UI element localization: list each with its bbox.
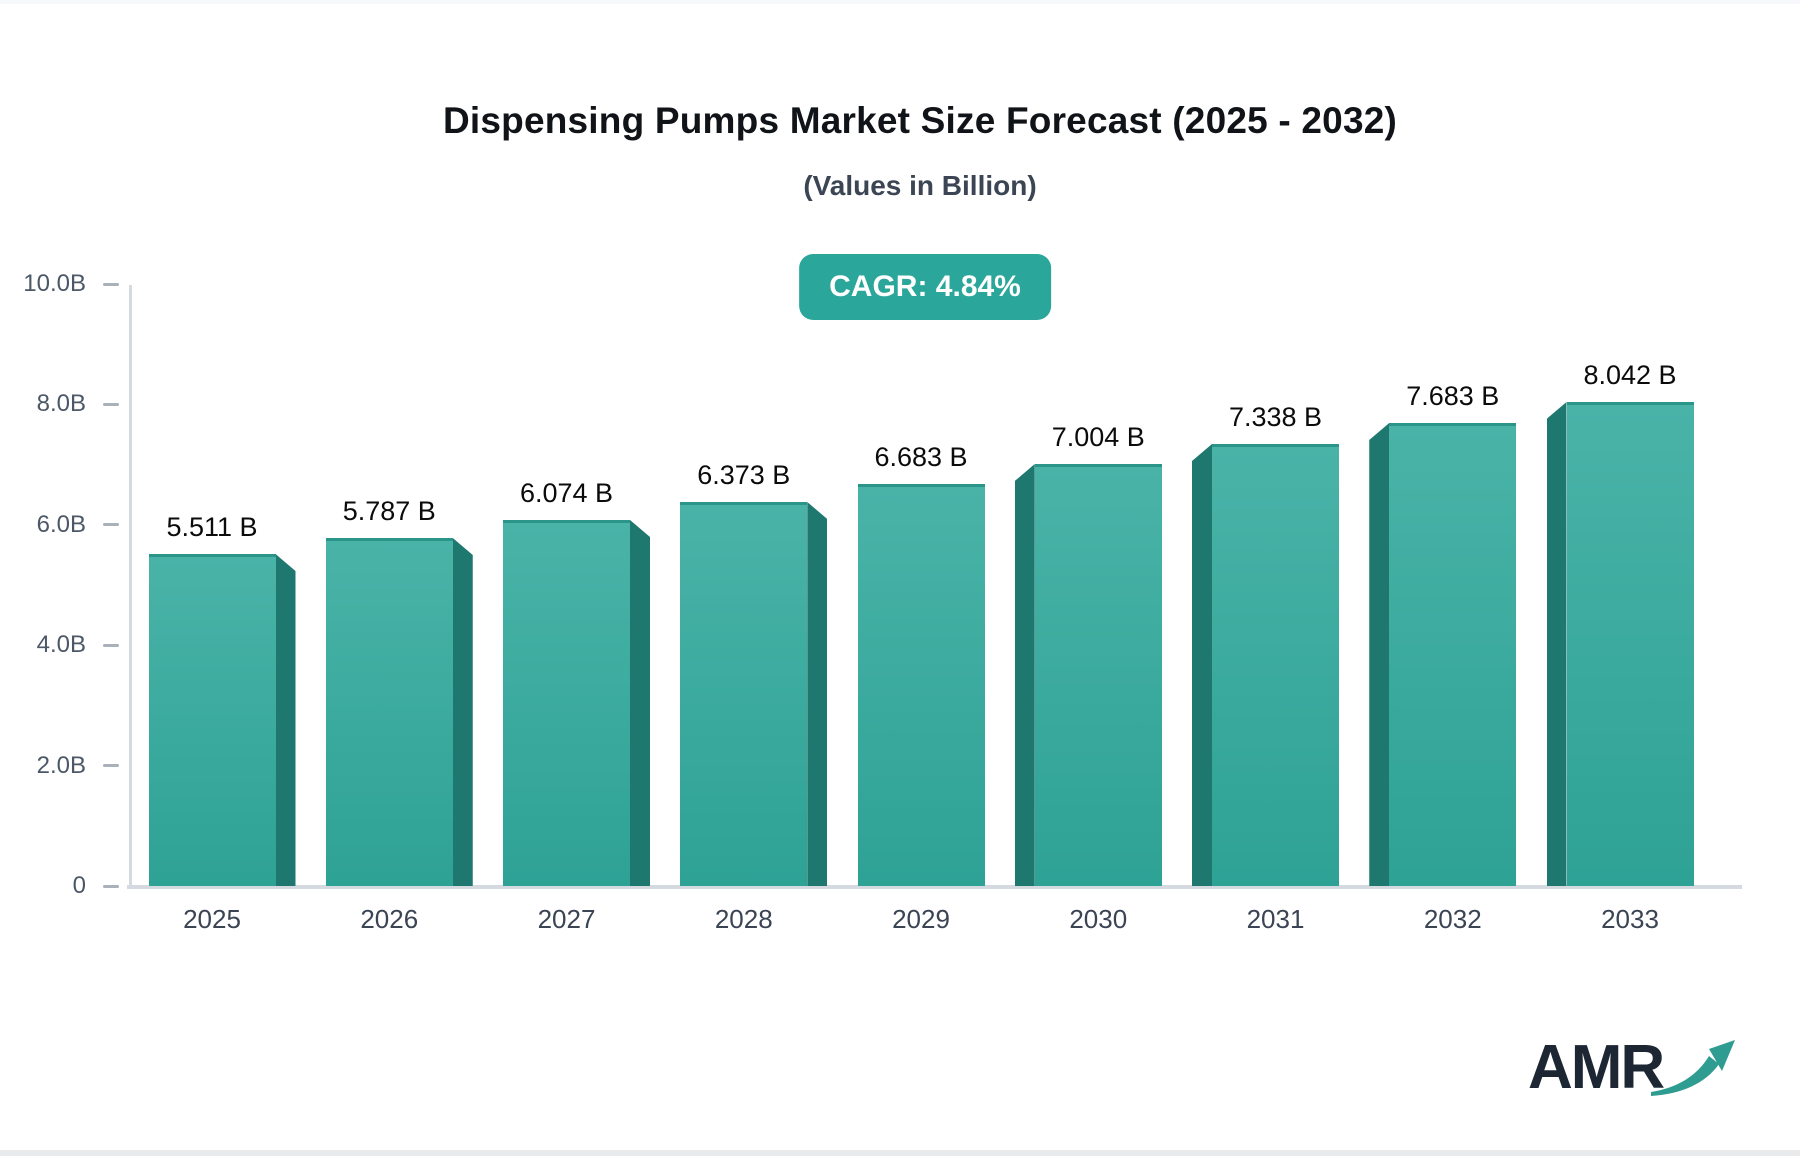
bar-side-face	[1014, 464, 1035, 886]
bar-2031	[1212, 444, 1339, 886]
bar-2025	[148, 554, 276, 886]
chart-title: Dispensing Pumps Market Size Forecast (2…	[442, 100, 1398, 141]
growth-arrow-icon	[1651, 1040, 1736, 1096]
y-axis-tick	[103, 523, 119, 527]
bar-side-face	[452, 538, 473, 886]
y-axis-tick	[103, 282, 119, 286]
y-axis-tick-label: 10.0B	[23, 270, 86, 297]
bar-side-face	[630, 520, 650, 886]
bar-value-label: 7.004 B	[1051, 422, 1145, 452]
x-axis-label: 2028	[714, 904, 773, 934]
bar-2030	[1034, 464, 1162, 886]
x-axis-label: 2032	[1423, 904, 1482, 934]
bar-2032	[1389, 423, 1517, 886]
bar-value-label: 6.683 B	[874, 442, 968, 472]
x-axis-label: 2030	[1069, 904, 1128, 934]
chart-subtitle: (Values in Billion)	[803, 170, 1037, 201]
bar-2033	[1566, 402, 1694, 886]
y-axis-tick	[103, 884, 119, 888]
bar-side-face	[1192, 444, 1212, 886]
bar-2029	[857, 484, 985, 886]
bar-2027	[503, 520, 630, 886]
y-axis-tick	[103, 764, 119, 768]
amr-logo-text: AMR	[1528, 1033, 1665, 1102]
bar-side-face	[275, 554, 296, 886]
y-axis-tick-label: 8.0B	[36, 390, 86, 418]
y-axis-tick-label: 2.0B	[36, 751, 86, 779]
bar-2028	[680, 502, 808, 886]
bar-value-label: 6.074 B	[519, 478, 614, 508]
x-axis-label: 2026	[360, 904, 419, 934]
bar-value-label: 5.787 B	[342, 496, 436, 526]
bottom-edge-divider	[0, 1150, 1800, 1156]
y-axis-line	[129, 285, 132, 888]
y-axis-tick	[103, 643, 119, 647]
x-axis-baseline	[127, 885, 1742, 889]
bar-side-face	[807, 502, 828, 886]
bar-side-face	[1546, 402, 1567, 886]
amr-logo: AMR	[1528, 1036, 1739, 1100]
y-axis-tick	[103, 402, 119, 406]
bar-value-label: 7.683 B	[1406, 381, 1500, 411]
bar-value-label: 5.511 B	[166, 512, 258, 542]
bar-2026	[325, 538, 453, 886]
y-axis-tick-label: 0	[72, 872, 86, 899]
bar-value-label: 8.042 B	[1583, 360, 1677, 390]
cagr-badge: CAGR: 4.84%	[799, 254, 1051, 320]
y-axis-tick-label: 6.0B	[36, 510, 86, 538]
x-axis-label: 2025	[183, 904, 241, 934]
x-axis-label: 2029	[892, 904, 950, 934]
bar-side-face	[1369, 423, 1390, 886]
bar-value-label: 6.373 B	[697, 460, 791, 490]
x-axis-label: 2027	[537, 904, 596, 934]
top-edge-divider	[0, 0, 1800, 4]
x-axis-label: 2033	[1601, 904, 1659, 934]
x-axis-label: 2031	[1246, 904, 1305, 934]
y-axis-tick-label: 4.0B	[36, 631, 86, 659]
bar-value-label: 7.338 B	[1228, 402, 1323, 432]
